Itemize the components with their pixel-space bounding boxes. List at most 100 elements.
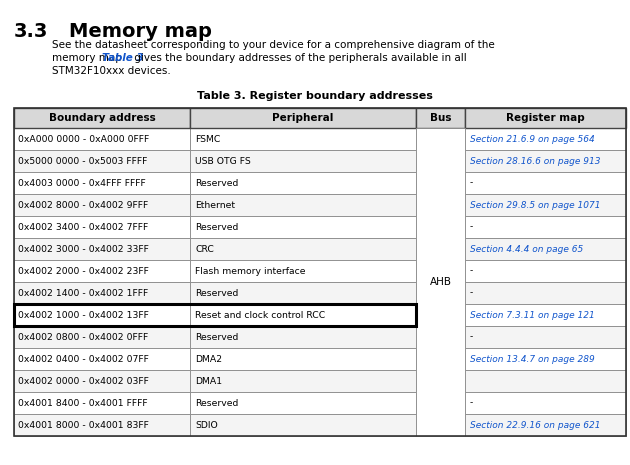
Text: 0x4002 8000 - 0x4002 9FFF: 0x4002 8000 - 0x4002 9FFF [18, 200, 148, 210]
Text: STM32F10xxx devices.: STM32F10xxx devices. [52, 66, 171, 76]
Text: 3.3: 3.3 [14, 22, 49, 41]
Text: DMA1: DMA1 [195, 377, 222, 385]
Bar [14, 392, 190, 414]
Text: -: - [470, 266, 473, 275]
Bar [14, 108, 190, 128]
Text: -: - [470, 288, 473, 298]
Bar [14, 304, 416, 326]
Bar [14, 370, 190, 392]
Bar [465, 108, 626, 128]
Bar [465, 392, 626, 414]
Bar [190, 194, 416, 216]
Text: CRC: CRC [195, 245, 214, 253]
Text: Section 21.6.9 on page 564: Section 21.6.9 on page 564 [470, 134, 595, 144]
Text: See the datasheet corresponding to your device for a comprehensive diagram of th: See the datasheet corresponding to your … [52, 40, 495, 50]
Bar [465, 128, 626, 150]
Text: -: - [470, 222, 473, 232]
Text: Memory map: Memory map [69, 22, 212, 41]
Text: 0x4002 0400 - 0x4002 07FF: 0x4002 0400 - 0x4002 07FF [18, 354, 149, 364]
Bar [190, 326, 416, 348]
Bar [465, 172, 626, 194]
Bar [14, 260, 190, 282]
Text: Bus: Bus [430, 113, 451, 123]
Text: Flash memory interface: Flash memory interface [195, 266, 306, 275]
Text: Reserved: Reserved [195, 179, 238, 187]
Text: Table 3. Register boundary addresses: Table 3. Register boundary addresses [197, 91, 433, 101]
Text: Reset and clock control RCC: Reset and clock control RCC [195, 311, 325, 319]
Bar [14, 128, 190, 150]
Bar [190, 172, 416, 194]
Bar [190, 216, 416, 238]
Text: 0xA000 0000 - 0xA000 0FFF: 0xA000 0000 - 0xA000 0FFF [18, 134, 149, 144]
Bar [190, 150, 416, 172]
Text: 0x4003 0000 - 0x4FFF FFFF: 0x4003 0000 - 0x4FFF FFFF [18, 179, 146, 187]
Bar [416, 128, 465, 436]
Text: FSMC: FSMC [195, 134, 220, 144]
Bar [190, 304, 416, 326]
Text: Ethernet: Ethernet [195, 200, 235, 210]
Text: 0x4002 1400 - 0x4002 1FFF: 0x4002 1400 - 0x4002 1FFF [18, 288, 148, 298]
Bar [190, 370, 416, 392]
Bar [465, 150, 626, 172]
Text: 0x4001 8000 - 0x4001 83FF: 0x4001 8000 - 0x4001 83FF [18, 420, 149, 430]
Bar [190, 108, 416, 128]
Text: memory map.: memory map. [52, 53, 129, 63]
Text: SDIO: SDIO [195, 420, 218, 430]
Bar [465, 260, 626, 282]
Text: AHB: AHB [430, 277, 452, 287]
Bar [14, 108, 626, 436]
Bar [190, 128, 416, 150]
Text: Peripheral: Peripheral [272, 113, 334, 123]
Bar [190, 282, 416, 304]
Text: Section 29.8.5 on page 1071: Section 29.8.5 on page 1071 [470, 200, 600, 210]
Text: 0x4002 1000 - 0x4002 13FF: 0x4002 1000 - 0x4002 13FF [18, 311, 149, 319]
Bar [14, 194, 190, 216]
Text: 0x4002 3000 - 0x4002 33FF: 0x4002 3000 - 0x4002 33FF [18, 245, 149, 253]
Text: 0x4002 0000 - 0x4002 03FF: 0x4002 0000 - 0x4002 03FF [18, 377, 149, 385]
Bar [14, 304, 190, 326]
Bar [465, 326, 626, 348]
Bar [465, 304, 626, 326]
Bar [465, 194, 626, 216]
Bar [14, 282, 190, 304]
Text: -: - [470, 332, 473, 341]
Bar [416, 108, 465, 128]
Text: Section 4.4.4 on page 65: Section 4.4.4 on page 65 [470, 245, 583, 253]
Text: Section 7.3.11 on page 121: Section 7.3.11 on page 121 [470, 311, 595, 319]
Text: 0x5000 0000 - 0x5003 FFFF: 0x5000 0000 - 0x5003 FFFF [18, 157, 147, 166]
Text: -: - [470, 179, 473, 187]
Bar [14, 326, 190, 348]
Text: 0x4001 8400 - 0x4001 FFFF: 0x4001 8400 - 0x4001 FFFF [18, 399, 147, 407]
Bar [465, 348, 626, 370]
Bar [14, 150, 190, 172]
Bar [190, 348, 416, 370]
Bar [190, 260, 416, 282]
Text: Table 3: Table 3 [102, 53, 144, 63]
Bar [465, 370, 626, 392]
Bar [190, 414, 416, 436]
Bar [14, 172, 190, 194]
Text: -: - [470, 399, 473, 407]
Bar [14, 238, 190, 260]
Text: 0x4002 3400 - 0x4002 7FFF: 0x4002 3400 - 0x4002 7FFF [18, 222, 148, 232]
Text: Section 13.4.7 on page 289: Section 13.4.7 on page 289 [470, 354, 595, 364]
Text: DMA2: DMA2 [195, 354, 222, 364]
Text: www.hisoft.com - 13: www.hisoft.com - 13 [291, 202, 389, 238]
Bar [465, 282, 626, 304]
Text: Reserved: Reserved [195, 222, 238, 232]
Bar [190, 392, 416, 414]
Text: Reserved: Reserved [195, 332, 238, 341]
Text: Reserved: Reserved [195, 288, 238, 298]
Bar [190, 238, 416, 260]
Text: Section 22.9.16 on page 621: Section 22.9.16 on page 621 [470, 420, 600, 430]
Bar [14, 348, 190, 370]
Text: Register map: Register map [506, 113, 585, 123]
Bar [465, 216, 626, 238]
Text: 0x4002 2000 - 0x4002 23FF: 0x4002 2000 - 0x4002 23FF [18, 266, 149, 275]
Text: USB OTG FS: USB OTG FS [195, 157, 251, 166]
Bar [465, 238, 626, 260]
Text: Section 28.16.6 on page 913: Section 28.16.6 on page 913 [470, 157, 600, 166]
Bar [14, 216, 190, 238]
Text: 0x4002 0800 - 0x4002 0FFF: 0x4002 0800 - 0x4002 0FFF [18, 332, 148, 341]
Text: gives the boundary addresses of the peripherals available in all: gives the boundary addresses of the peri… [131, 53, 467, 63]
